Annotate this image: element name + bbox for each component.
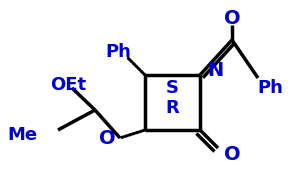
Text: Ph: Ph xyxy=(105,43,131,61)
Text: N: N xyxy=(207,60,223,80)
Text: O: O xyxy=(224,8,240,27)
Text: Me: Me xyxy=(7,126,37,144)
Text: R: R xyxy=(165,99,179,117)
Text: O: O xyxy=(99,129,115,147)
Text: OEt: OEt xyxy=(50,76,86,94)
Text: Ph: Ph xyxy=(257,79,283,97)
Text: O: O xyxy=(224,146,240,164)
Text: S: S xyxy=(166,79,179,97)
